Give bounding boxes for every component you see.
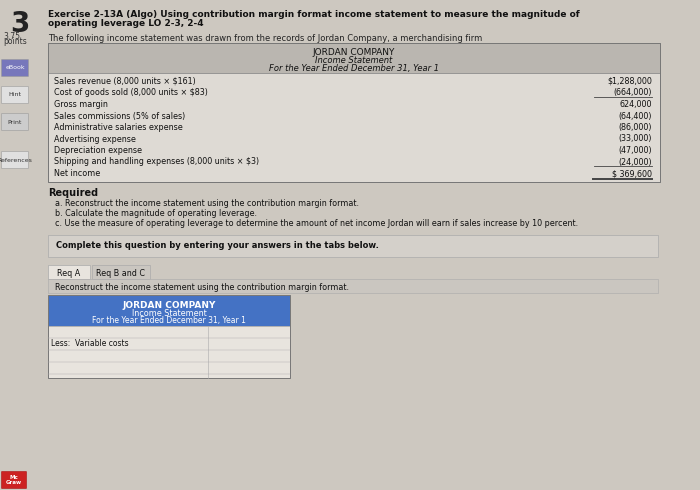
FancyBboxPatch shape <box>92 266 150 279</box>
Text: The following income statement was drawn from the records of Jordan Company, a m: The following income statement was drawn… <box>48 34 482 43</box>
FancyBboxPatch shape <box>48 279 658 294</box>
Text: Exercise 2-13A (Algo) Using contribution margin format income statement to measu: Exercise 2-13A (Algo) Using contribution… <box>48 10 580 19</box>
Text: Net income: Net income <box>54 169 100 178</box>
Text: b. Calculate the magnitude of operating leverage.: b. Calculate the magnitude of operating … <box>55 210 257 219</box>
Text: Income Statement: Income Statement <box>316 56 393 65</box>
FancyBboxPatch shape <box>1 87 29 103</box>
Text: Income Statement: Income Statement <box>132 309 206 318</box>
Text: Administrative salaries expense: Administrative salaries expense <box>54 123 183 132</box>
FancyBboxPatch shape <box>1 59 29 76</box>
FancyBboxPatch shape <box>48 236 658 258</box>
Text: Less:  Variable costs: Less: Variable costs <box>51 340 129 348</box>
Text: (47,000): (47,000) <box>618 146 652 155</box>
Text: For the Year Ended December 31, Year 1: For the Year Ended December 31, Year 1 <box>269 64 439 73</box>
Text: operating leverage LO 2-3, 2-4: operating leverage LO 2-3, 2-4 <box>48 19 204 28</box>
FancyBboxPatch shape <box>48 325 290 377</box>
Text: a. Reconstruct the income statement using the contribution margin format.: a. Reconstruct the income statement usin… <box>55 199 359 209</box>
Text: Sales revenue (8,000 units × $161): Sales revenue (8,000 units × $161) <box>54 77 196 86</box>
Text: JORDAN COMPANY: JORDAN COMPANY <box>313 48 396 57</box>
Text: $ 369,600: $ 369,600 <box>612 169 652 178</box>
FancyBboxPatch shape <box>48 266 90 279</box>
FancyBboxPatch shape <box>1 114 29 130</box>
Text: eBook: eBook <box>5 66 24 71</box>
Text: (86,000): (86,000) <box>619 123 652 132</box>
Text: Print: Print <box>8 120 22 124</box>
Text: Hint: Hint <box>8 93 22 98</box>
Text: Sales commissions (5% of sales): Sales commissions (5% of sales) <box>54 112 186 121</box>
Text: JORDAN COMPANY: JORDAN COMPANY <box>122 300 216 310</box>
Text: (24,000): (24,000) <box>618 157 652 167</box>
Text: Req B and C: Req B and C <box>97 270 146 278</box>
FancyBboxPatch shape <box>48 73 660 182</box>
FancyBboxPatch shape <box>48 43 660 73</box>
FancyBboxPatch shape <box>1 471 27 489</box>
Text: (33,000): (33,000) <box>619 134 652 144</box>
Text: (64,400): (64,400) <box>619 112 652 121</box>
FancyBboxPatch shape <box>1 151 29 169</box>
Text: 3: 3 <box>10 10 29 38</box>
Text: Required: Required <box>48 189 98 198</box>
Text: Cost of goods sold (8,000 units × $83): Cost of goods sold (8,000 units × $83) <box>54 89 208 98</box>
Text: c. Use the measure of operating leverage to determine the amount of net income J: c. Use the measure of operating leverage… <box>55 220 578 228</box>
Text: $1,288,000: $1,288,000 <box>607 77 652 86</box>
Text: Gross margin: Gross margin <box>54 100 108 109</box>
Text: Shipping and handling expenses (8,000 units × $3): Shipping and handling expenses (8,000 un… <box>54 157 259 167</box>
Text: Complete this question by entering your answers in the tabs below.: Complete this question by entering your … <box>56 242 379 250</box>
FancyBboxPatch shape <box>48 295 290 325</box>
Text: Depreciation expense: Depreciation expense <box>54 146 142 155</box>
Text: For the Year Ended December 31, Year 1: For the Year Ended December 31, Year 1 <box>92 317 246 325</box>
Text: points: points <box>3 37 27 46</box>
Text: 624,000: 624,000 <box>620 100 652 109</box>
Text: Reconstruct the income statement using the contribution margin format.: Reconstruct the income statement using t… <box>55 283 349 292</box>
Text: (664,000): (664,000) <box>613 89 652 98</box>
Text: Req A: Req A <box>57 270 80 278</box>
Text: Advertising expense: Advertising expense <box>54 134 136 144</box>
Text: References: References <box>0 157 32 163</box>
Text: 3.75: 3.75 <box>3 32 20 41</box>
Text: Mc
Graw: Mc Graw <box>6 475 22 486</box>
